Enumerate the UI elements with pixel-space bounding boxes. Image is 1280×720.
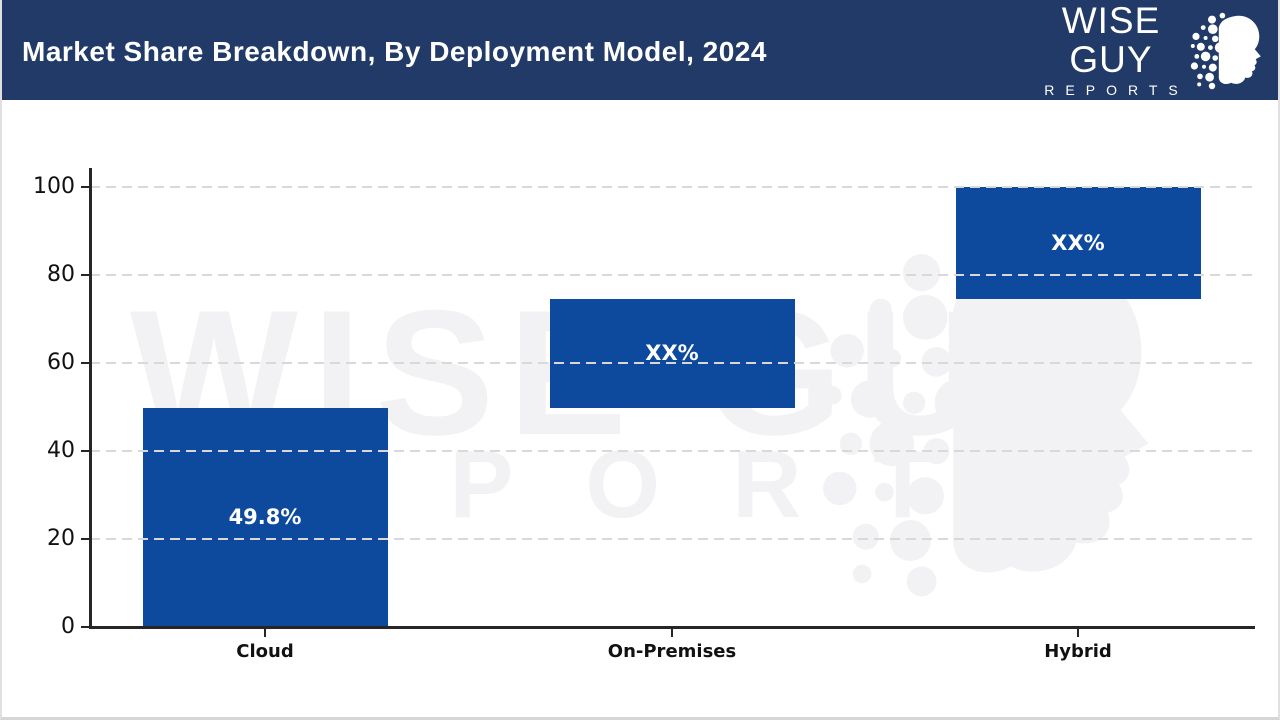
logo-wise-guy-text: WISE GUY <box>1061 0 1161 80</box>
y-tick-100 <box>81 186 89 188</box>
y-tick-label-60: 60 <box>47 350 75 375</box>
chart-title: Market Share Breakdown, By Deployment Mo… <box>22 36 767 67</box>
logo-reports-text: REPORTS <box>1044 81 1189 98</box>
y-tick-label-100: 100 <box>33 174 75 199</box>
x-tick-hybrid <box>1077 629 1079 637</box>
bar-value-label-hybrid: XX% <box>1051 230 1105 255</box>
logo-face-icon <box>1190 12 1261 90</box>
y-tick-label-80: 80 <box>47 262 75 287</box>
x-axis-label-on-premises: On-Premises <box>607 641 737 662</box>
wise-guy-reports-logo: WISE GUY REPORTS <box>1028 1 1268 98</box>
y-tick-20 <box>81 538 89 540</box>
y-tick-0 <box>81 626 89 628</box>
x-axis-label-cloud: Cloud <box>236 641 294 662</box>
logo-wordmark: WISE GUY REPORTS <box>1028 0 1194 98</box>
gridline-20 <box>90 538 1255 540</box>
header-bar: Market Share Breakdown, By Deployment Mo… <box>2 0 1278 100</box>
bar-hybrid: XX% <box>955 187 1201 299</box>
y-tick-80 <box>81 274 89 276</box>
y-tick-label-40: 40 <box>47 438 75 463</box>
x-axis-line <box>89 626 1255 629</box>
plot-area: 49.8% XX% XX% 0 20 40 60 80 100 Cloud On-Premises H… <box>2 100 1278 717</box>
y-axis-line <box>89 168 92 629</box>
y-tick-60 <box>81 362 89 364</box>
x-tick-cloud <box>264 629 266 637</box>
bar-value-label-cloud: 49.8% <box>228 505 302 530</box>
bar-value-label-on-premises: XX% <box>645 341 699 366</box>
gridline-40 <box>90 450 1255 452</box>
y-tick-label-0: 0 <box>61 614 75 639</box>
y-tick-40 <box>81 450 89 452</box>
bar-on-premises: XX% <box>549 298 795 408</box>
gridline-100 <box>90 186 1255 188</box>
gridline-60 <box>90 362 1255 364</box>
bar-cloud: 49.8% <box>142 407 388 627</box>
y-tick-label-20: 20 <box>47 526 75 551</box>
gridline-80 <box>90 274 1255 276</box>
x-tick-on-premises <box>671 629 673 637</box>
x-axis-label-hybrid: Hybrid <box>1044 641 1112 662</box>
